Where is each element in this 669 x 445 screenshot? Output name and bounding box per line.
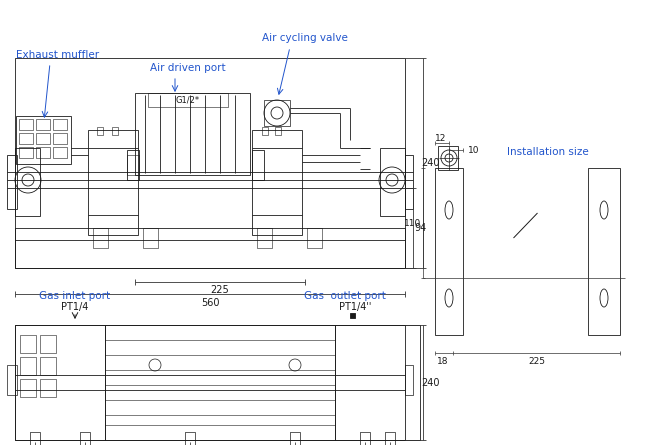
Bar: [7, 365, 17, 395]
Text: 18: 18: [438, 356, 449, 365]
Bar: [148, 93, 228, 107]
Bar: [20, 357, 36, 375]
Bar: [36, 133, 50, 144]
Bar: [20, 335, 36, 353]
Bar: [335, 325, 420, 440]
Bar: [380, 148, 405, 216]
Bar: [15, 148, 40, 216]
Bar: [36, 147, 50, 158]
Bar: [350, 313, 355, 318]
Bar: [36, 119, 50, 130]
Bar: [135, 93, 250, 175]
Bar: [7, 155, 17, 209]
Text: G1/2*: G1/2*: [176, 96, 200, 105]
Text: Air driven port: Air driven port: [150, 63, 226, 73]
Text: Air cycling valve: Air cycling valve: [262, 33, 348, 43]
Bar: [185, 432, 195, 445]
Text: Gas  outlet port: Gas outlet port: [304, 291, 386, 301]
Bar: [262, 127, 268, 135]
Text: PT1/4: PT1/4: [62, 302, 89, 312]
Text: 240: 240: [421, 377, 440, 388]
Bar: [307, 228, 322, 248]
Bar: [438, 146, 458, 170]
Bar: [40, 357, 56, 375]
Text: Exhaust muffler: Exhaust muffler: [17, 50, 100, 60]
Bar: [53, 119, 67, 130]
Bar: [252, 130, 302, 235]
Bar: [53, 147, 67, 158]
Bar: [105, 325, 335, 440]
Bar: [30, 432, 40, 445]
Bar: [588, 168, 620, 335]
Bar: [15, 58, 405, 268]
Bar: [19, 147, 33, 158]
Bar: [290, 432, 300, 445]
Bar: [127, 155, 139, 175]
Text: Gas inlet port: Gas inlet port: [39, 291, 110, 301]
Bar: [16, 116, 71, 164]
Text: 225: 225: [528, 356, 545, 365]
Bar: [385, 432, 395, 445]
Text: 240: 240: [421, 158, 440, 168]
Bar: [40, 379, 56, 397]
Text: PT1/4'': PT1/4'': [339, 302, 371, 312]
Text: 560: 560: [201, 298, 219, 308]
Bar: [20, 379, 36, 397]
Bar: [80, 432, 90, 445]
Bar: [257, 228, 272, 248]
Bar: [143, 228, 158, 248]
Bar: [97, 127, 103, 135]
Bar: [15, 228, 405, 268]
Bar: [405, 155, 413, 209]
Bar: [275, 127, 281, 135]
Text: 110: 110: [404, 218, 421, 227]
Bar: [112, 127, 118, 135]
Bar: [40, 335, 56, 353]
Bar: [264, 100, 290, 126]
Bar: [19, 119, 33, 130]
Text: 225: 225: [211, 285, 229, 295]
Text: 10: 10: [468, 146, 480, 154]
Bar: [15, 325, 405, 440]
Bar: [360, 432, 370, 445]
Bar: [252, 150, 264, 180]
Text: 12: 12: [436, 134, 447, 142]
Bar: [93, 228, 108, 248]
Bar: [127, 150, 139, 180]
Bar: [19, 133, 33, 144]
Text: Installation size: Installation size: [507, 147, 589, 157]
Bar: [15, 325, 105, 440]
Text: 94: 94: [415, 223, 427, 233]
Bar: [53, 133, 67, 144]
Bar: [435, 168, 463, 335]
Bar: [405, 365, 413, 395]
Bar: [88, 130, 138, 235]
